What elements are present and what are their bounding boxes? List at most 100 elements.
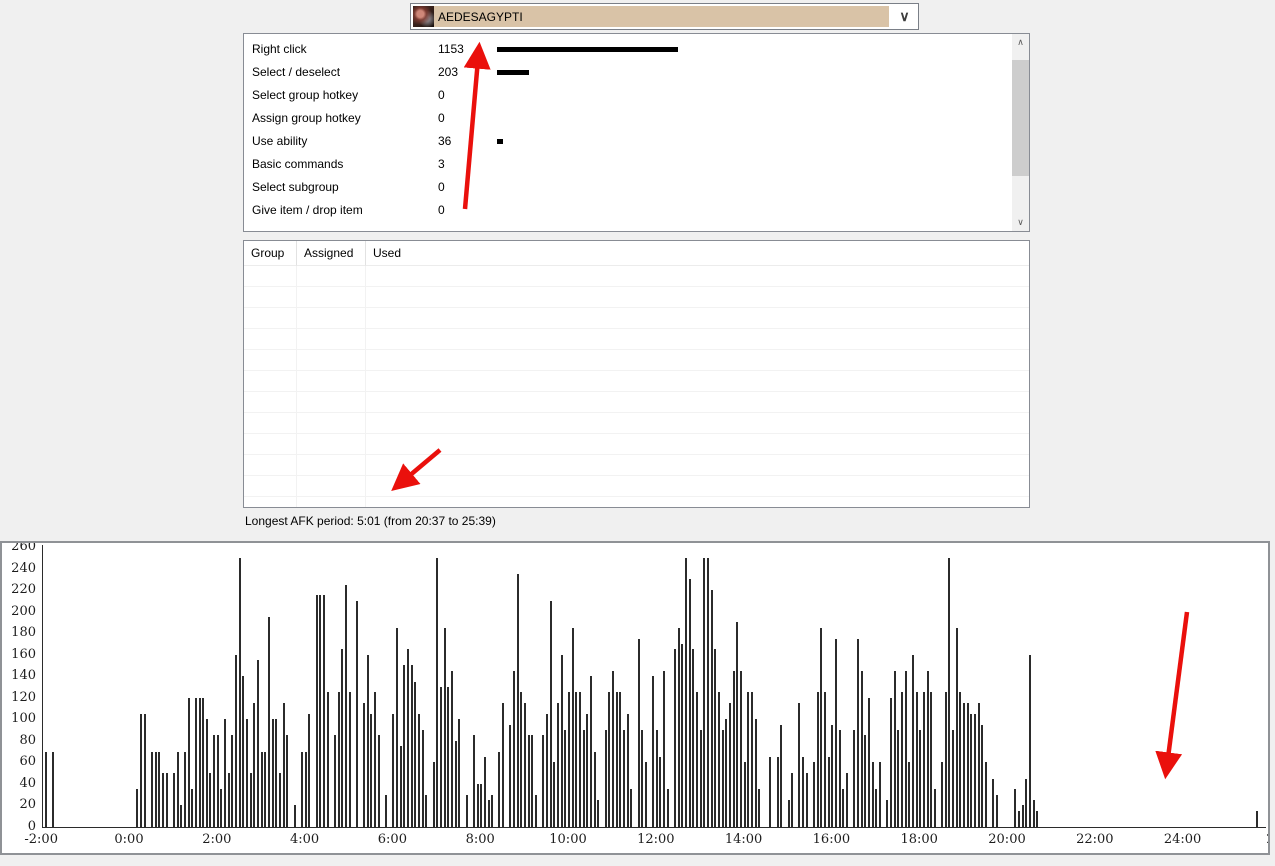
apm-bar <box>703 558 705 827</box>
apm-bar <box>619 692 621 827</box>
table-row[interactable] <box>244 392 1029 413</box>
apm-bar <box>370 714 372 827</box>
stat-row[interactable]: Assign group hotkey 0 <box>244 107 1011 130</box>
table-row[interactable] <box>244 308 1029 329</box>
apm-bar <box>733 671 735 827</box>
apm-bar <box>835 639 837 827</box>
apm-bar <box>345 585 347 827</box>
x-axis-tick-label: 18:00 <box>900 832 938 847</box>
apm-bar <box>1025 779 1027 827</box>
stat-row[interactable]: Select subgroup 0 <box>244 176 1011 199</box>
apm-bar <box>1029 655 1031 827</box>
apm-bar <box>992 779 994 827</box>
player-avatar-icon <box>413 6 434 27</box>
table-row[interactable] <box>244 287 1029 308</box>
x-axis-tick-label: 22:00 <box>1076 832 1114 847</box>
column-divider <box>365 266 366 507</box>
apm-bar <box>341 649 343 827</box>
table-row[interactable] <box>244 476 1029 497</box>
apm-bar <box>447 687 449 827</box>
apm-bar <box>261 752 263 827</box>
scroll-down-icon[interactable]: ∨ <box>1017 217 1024 227</box>
apm-bar <box>52 752 54 827</box>
apm-bar <box>667 789 669 827</box>
scrollbar-thumb[interactable] <box>1012 60 1029 176</box>
stat-row[interactable]: Use ability 36 <box>244 130 1011 153</box>
apm-bar <box>597 800 599 827</box>
player-selector-combobox[interactable]: AEDESAGYPTI ∨ <box>410 3 919 30</box>
apm-bar <box>484 757 486 827</box>
apm-bar <box>209 773 211 827</box>
apm-bar <box>257 660 259 827</box>
apm-bar <box>400 746 402 827</box>
combobox-dropdown-button[interactable]: ∨ <box>891 4 918 29</box>
apm-bar <box>608 692 610 827</box>
apm-bar <box>385 795 387 827</box>
apm-bar <box>407 649 409 827</box>
apm-bar <box>791 773 793 827</box>
column-header-group[interactable]: Group <box>244 241 297 266</box>
stat-value-bar <box>497 47 678 52</box>
apm-bar <box>890 698 892 827</box>
apm-bar <box>414 682 416 827</box>
apm-bar <box>224 719 226 827</box>
apm-bar <box>729 703 731 827</box>
apm-chart-panel: 0 20 40 60 80 100 120 140 160 180 200 220 240 260 -2:0… <box>0 541 1270 855</box>
apm-bar <box>455 741 457 827</box>
apm-bar <box>403 665 405 827</box>
x-axis-tick-label: 14:00 <box>724 832 763 847</box>
stat-row[interactable]: Select / deselect 203 <box>244 61 1011 84</box>
table-row[interactable] <box>244 434 1029 455</box>
table-row[interactable] <box>244 329 1029 350</box>
apm-bar <box>930 692 932 827</box>
stat-label: Assign group hotkey <box>252 111 361 125</box>
stat-row[interactable]: Select group hotkey 0 <box>244 84 1011 107</box>
x-axis-tick-label-clipped: 2 <box>1240 832 1268 847</box>
apm-bar <box>231 735 233 827</box>
stats-scrollbar[interactable]: ∧ ∨ <box>1012 34 1029 231</box>
apm-bar <box>718 692 720 827</box>
table-row[interactable] <box>244 350 1029 371</box>
apm-bar <box>246 719 248 827</box>
column-header-assigned[interactable]: Assigned <box>297 241 366 266</box>
apm-bar <box>411 665 413 827</box>
apm-bar <box>367 655 369 827</box>
stat-row[interactable]: Basic commands 3 <box>244 153 1011 176</box>
y-axis-tick-label: 100 <box>11 711 36 727</box>
apm-bar <box>678 628 680 827</box>
apm-bar <box>151 752 153 827</box>
scroll-up-icon[interactable]: ∧ <box>1017 37 1024 47</box>
apm-bar <box>798 703 800 827</box>
apm-bar <box>967 703 969 827</box>
apm-bar <box>253 703 255 827</box>
hotkey-table-header: Group Assigned Used <box>244 241 1029 266</box>
table-row[interactable] <box>244 455 1029 476</box>
y-axis-tick-label: 160 <box>11 646 36 662</box>
apm-bar <box>517 574 519 827</box>
table-row[interactable] <box>244 266 1029 287</box>
apm-bar <box>184 752 186 827</box>
apm-bar <box>305 752 307 827</box>
apm-bar <box>696 692 698 827</box>
apm-bar <box>861 671 863 827</box>
apm-bar <box>674 649 676 827</box>
table-row[interactable] <box>244 497 1029 507</box>
y-axis-tick-label: 20 <box>19 797 36 813</box>
stat-label: Select / deselect <box>252 65 341 79</box>
stat-row[interactable]: Give item / drop item 0 <box>244 199 1011 222</box>
stat-value: 0 <box>438 111 445 125</box>
y-axis-tick-label: 60 <box>19 754 36 770</box>
apm-bar <box>875 789 877 827</box>
stat-row[interactable]: Right click 1153 <box>244 38 1011 61</box>
apm-bar <box>605 730 607 827</box>
stat-label: Right click <box>252 42 307 56</box>
apm-bar <box>839 730 841 827</box>
column-header-used[interactable]: Used <box>366 241 1029 266</box>
apm-bar <box>520 692 522 827</box>
table-row[interactable] <box>244 413 1029 434</box>
apm-bar <box>213 735 215 827</box>
apm-bar <box>802 757 804 827</box>
table-row[interactable] <box>244 371 1029 392</box>
apm-bar <box>425 795 427 827</box>
